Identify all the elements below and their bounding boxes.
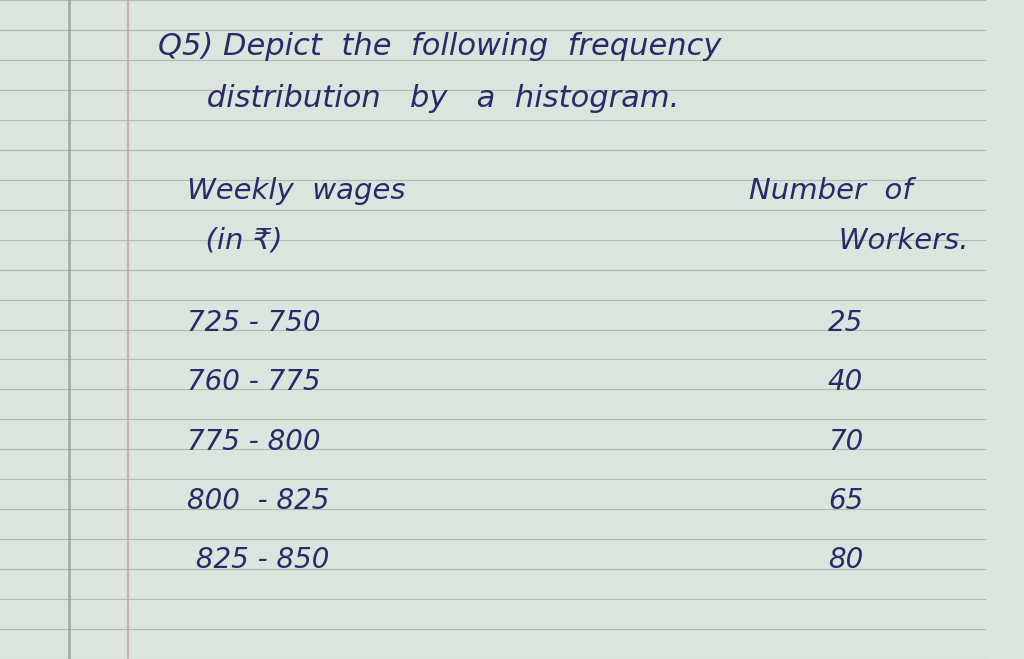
Text: 40: 40 [828, 368, 863, 396]
Text: Workers.: Workers. [699, 227, 969, 254]
Text: distribution   by   a  histogram.: distribution by a histogram. [158, 84, 679, 113]
Text: Q5) Depict  the  following  frequency: Q5) Depict the following frequency [158, 32, 721, 61]
Text: 725 - 750: 725 - 750 [187, 309, 321, 337]
Text: 760 - 775: 760 - 775 [187, 368, 321, 396]
Text: (in ₹): (in ₹) [187, 227, 283, 254]
Text: 775 - 800: 775 - 800 [187, 428, 321, 455]
Text: 800  - 825: 800 - 825 [187, 487, 330, 515]
Text: 80: 80 [828, 546, 863, 574]
Text: 65: 65 [828, 487, 863, 515]
Text: Number  of: Number of [750, 177, 912, 205]
Text: 25: 25 [828, 309, 863, 337]
Text: 825 - 850: 825 - 850 [187, 546, 330, 574]
Text: Weekly  wages: Weekly wages [187, 177, 406, 205]
Text: 70: 70 [828, 428, 863, 455]
